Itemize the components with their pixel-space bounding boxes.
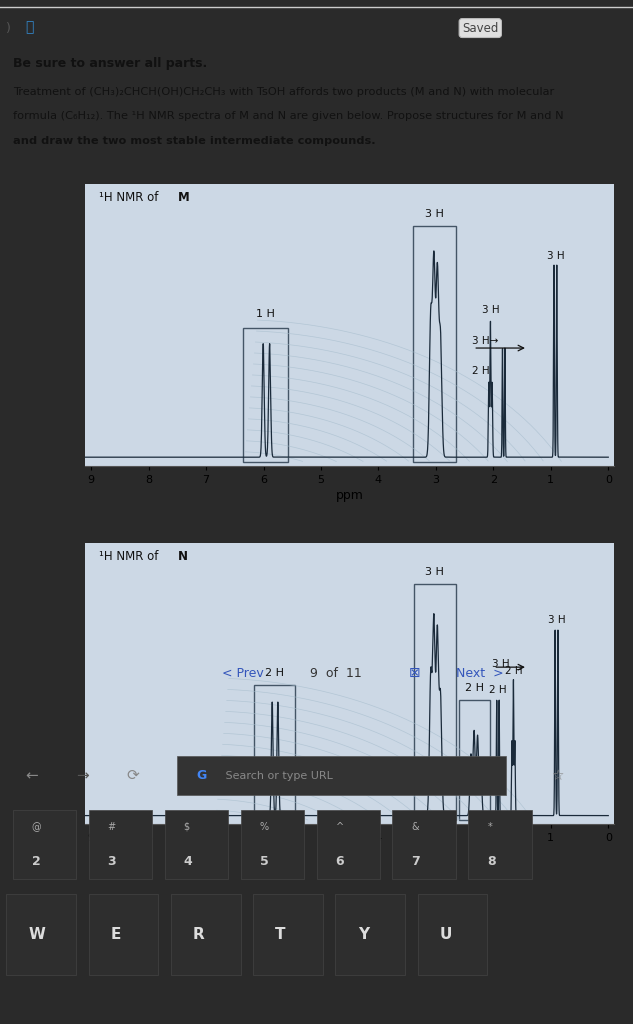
Text: 3 H: 3 H	[492, 659, 510, 669]
X-axis label: ppm: ppm	[335, 489, 364, 502]
Text: Be sure to answer all parts.: Be sure to answer all parts.	[13, 56, 207, 70]
Text: Search or type URL: Search or type URL	[222, 771, 332, 780]
Text: M: M	[178, 191, 190, 204]
Text: W: W	[28, 927, 46, 942]
Bar	[468, 810, 532, 880]
Text: formula (C₆H₁₂). The ¹H NMR spectra of M and N are given below. Propose structur: formula (C₆H₁₂). The ¹H NMR spectra of M…	[13, 112, 563, 121]
Text: 8: 8	[487, 855, 496, 867]
Text: 2 H: 2 H	[265, 668, 284, 678]
Bar	[316, 810, 380, 880]
Text: $: $	[184, 822, 190, 831]
Text: 9  of  11: 9 of 11	[310, 667, 362, 680]
Text: 4: 4	[184, 855, 192, 867]
Text: Treatment of (CH₃)₂CHCH(OH)CH₂CH₃ with TsOH affords two products (M and N) with : Treatment of (CH₃)₂CHCH(OH)CH₂CH₃ with T…	[13, 87, 554, 96]
Text: 3 H: 3 H	[425, 209, 444, 219]
Bar	[392, 810, 456, 880]
Text: ←: ←	[25, 768, 38, 783]
Text: ¹H NMR of: ¹H NMR of	[99, 191, 162, 204]
Text: < Prev: < Prev	[222, 667, 263, 680]
Text: 2 H: 2 H	[489, 685, 507, 695]
Text: 3 H: 3 H	[425, 567, 444, 578]
Text: 7: 7	[411, 855, 420, 867]
Bar	[165, 810, 228, 880]
Bar	[254, 685, 295, 820]
Text: @: @	[32, 822, 41, 831]
Text: E: E	[111, 927, 121, 942]
Bar	[6, 894, 76, 975]
Text: 2 H: 2 H	[465, 683, 484, 693]
Text: 3: 3	[108, 855, 116, 867]
Text: &: &	[411, 822, 419, 831]
Text: #: #	[108, 822, 116, 831]
Bar	[413, 226, 456, 462]
Bar	[89, 810, 152, 880]
Text: %: %	[260, 822, 268, 831]
Text: 5: 5	[260, 855, 268, 867]
Bar	[253, 894, 323, 975]
Bar	[459, 699, 491, 820]
Text: 1 H: 1 H	[256, 309, 275, 319]
Text: 3 H: 3 H	[547, 251, 564, 260]
Bar	[335, 894, 405, 975]
Text: ⟳: ⟳	[127, 768, 139, 783]
Text: ☆: ☆	[551, 769, 563, 782]
Bar	[244, 329, 288, 462]
Text: ): )	[6, 22, 11, 35]
Text: 2: 2	[32, 855, 41, 867]
Bar	[13, 810, 76, 880]
Text: 6: 6	[335, 855, 344, 867]
Text: 2 H: 2 H	[472, 367, 489, 376]
Text: 3 H: 3 H	[482, 305, 499, 315]
Bar	[418, 894, 487, 975]
Text: U: U	[440, 927, 453, 942]
Text: and draw the two most stable intermediate compounds.: and draw the two most stable intermediat…	[13, 136, 375, 145]
Bar	[171, 894, 241, 975]
Text: *: *	[487, 822, 492, 831]
Bar	[177, 756, 506, 796]
Text: ^: ^	[335, 822, 344, 831]
Text: 3 H: 3 H	[548, 615, 565, 626]
Text: ⊠: ⊠	[408, 667, 420, 680]
Text: Next  >: Next >	[456, 667, 503, 680]
Text: G: G	[196, 769, 206, 782]
Text: T: T	[275, 927, 286, 942]
Bar	[89, 894, 158, 975]
Text: ⓘ: ⓘ	[25, 20, 34, 35]
Bar	[241, 810, 304, 880]
Text: →: →	[76, 768, 89, 783]
Bar	[413, 585, 456, 820]
Text: 2 H: 2 H	[505, 666, 522, 676]
Text: 3 H→: 3 H→	[472, 336, 498, 346]
Text: Y: Y	[358, 927, 369, 942]
Text: R: R	[193, 927, 205, 942]
Text: ¹H NMR of: ¹H NMR of	[99, 550, 162, 562]
Text: Saved: Saved	[462, 22, 498, 35]
Text: N: N	[178, 550, 188, 562]
